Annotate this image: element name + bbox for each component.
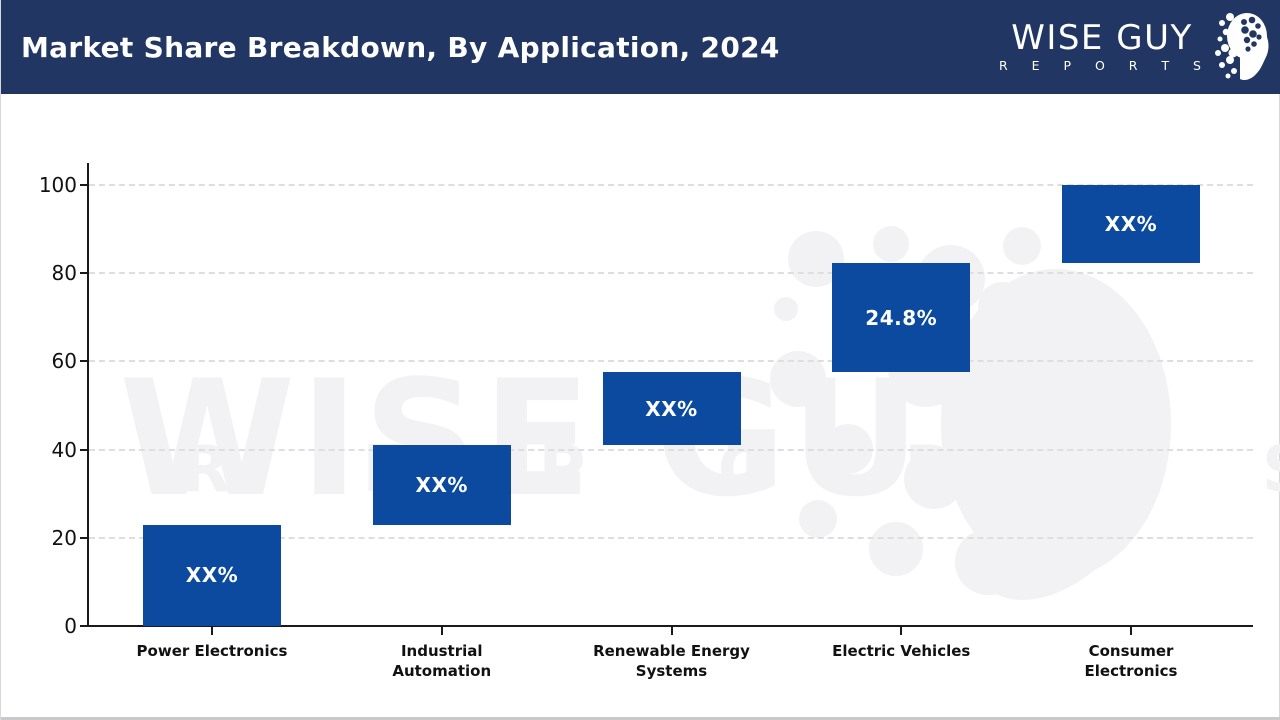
x-tick-label-consumer-electronics: Consumer Electronics bbox=[1084, 642, 1178, 681]
chart-area: WISE GUY R E P O R T S 0 20 40 60 80 100 XX% Po… bbox=[1, 94, 1280, 717]
bar-value-label: XX% bbox=[1104, 212, 1158, 237]
bar-industrial-automation: XX% bbox=[372, 445, 511, 525]
y-tick-mark bbox=[80, 184, 89, 187]
y-tick-label: 20 bbox=[51, 525, 77, 550]
x-tick-mark bbox=[440, 627, 443, 635]
gridline-60 bbox=[89, 360, 1253, 363]
bar-consumer-electronics: XX% bbox=[1062, 185, 1200, 264]
y-tick-mark bbox=[80, 625, 89, 627]
y-tick-label: 60 bbox=[51, 349, 77, 374]
logo-head-icon bbox=[1215, 13, 1269, 81]
x-tick-mark bbox=[900, 627, 903, 635]
bottom-border bbox=[1, 717, 1280, 720]
gridline-40 bbox=[89, 448, 1253, 451]
y-tick-label: 80 bbox=[51, 261, 77, 286]
x-tick-mark bbox=[670, 627, 673, 635]
bar-value-label: XX% bbox=[185, 563, 239, 588]
y-tick-label: 100 bbox=[38, 173, 77, 198]
x-tick-mark bbox=[1130, 627, 1132, 635]
x-tick-label-electric-vehicles: Electric Vehicles bbox=[832, 642, 971, 660]
bar-power-electronics: XX% bbox=[143, 524, 281, 626]
y-tick-label: 0 bbox=[64, 614, 77, 638]
gridline-20 bbox=[89, 536, 1253, 539]
logo-text: WISE GUY R E P O R T S bbox=[993, 17, 1211, 74]
y-tick-mark bbox=[80, 536, 89, 539]
logo-wordmark: WISE GUY bbox=[1011, 17, 1193, 58]
bar-value-label: XX% bbox=[415, 472, 468, 497]
y-tick-mark bbox=[80, 448, 89, 451]
y-tick-mark bbox=[80, 272, 89, 275]
x-tick-label-renewable-energy-systems: Renewable Energy Systems bbox=[593, 642, 750, 681]
x-tick-label-industrial-automation: Industrial Automation bbox=[392, 642, 492, 681]
x-tick-mark bbox=[211, 627, 213, 635]
plot: 0 20 40 60 80 100 XX% Power Electronics XX% Indus… bbox=[1, 94, 1280, 717]
bar-electric-vehicles: 24.8% bbox=[832, 263, 971, 373]
logo-subtext: R E P O R T S bbox=[998, 58, 1211, 74]
header-banner: Market Share Breakdown, By Application, … bbox=[1, 0, 1280, 94]
y-tick-label: 40 bbox=[51, 437, 77, 462]
bar-renewable-energy-systems: XX% bbox=[602, 372, 741, 446]
y-axis bbox=[87, 163, 89, 627]
page-title: Market Share Breakdown, By Application, … bbox=[21, 30, 780, 64]
watermark-wordmark: WISE GUY bbox=[119, 345, 1045, 532]
bar-value-label: XX% bbox=[645, 396, 698, 421]
wise-guy-logo: WISE GUY R E P O R T S bbox=[993, 9, 1280, 85]
x-tick-label-power-electronics: Power Electronics bbox=[136, 642, 288, 660]
y-tick-mark bbox=[80, 360, 89, 363]
x-axis bbox=[87, 625, 1253, 627]
gridline-80 bbox=[89, 272, 1253, 275]
gridline-100 bbox=[89, 184, 1253, 187]
bar-value-label: 24.8% bbox=[865, 305, 938, 330]
